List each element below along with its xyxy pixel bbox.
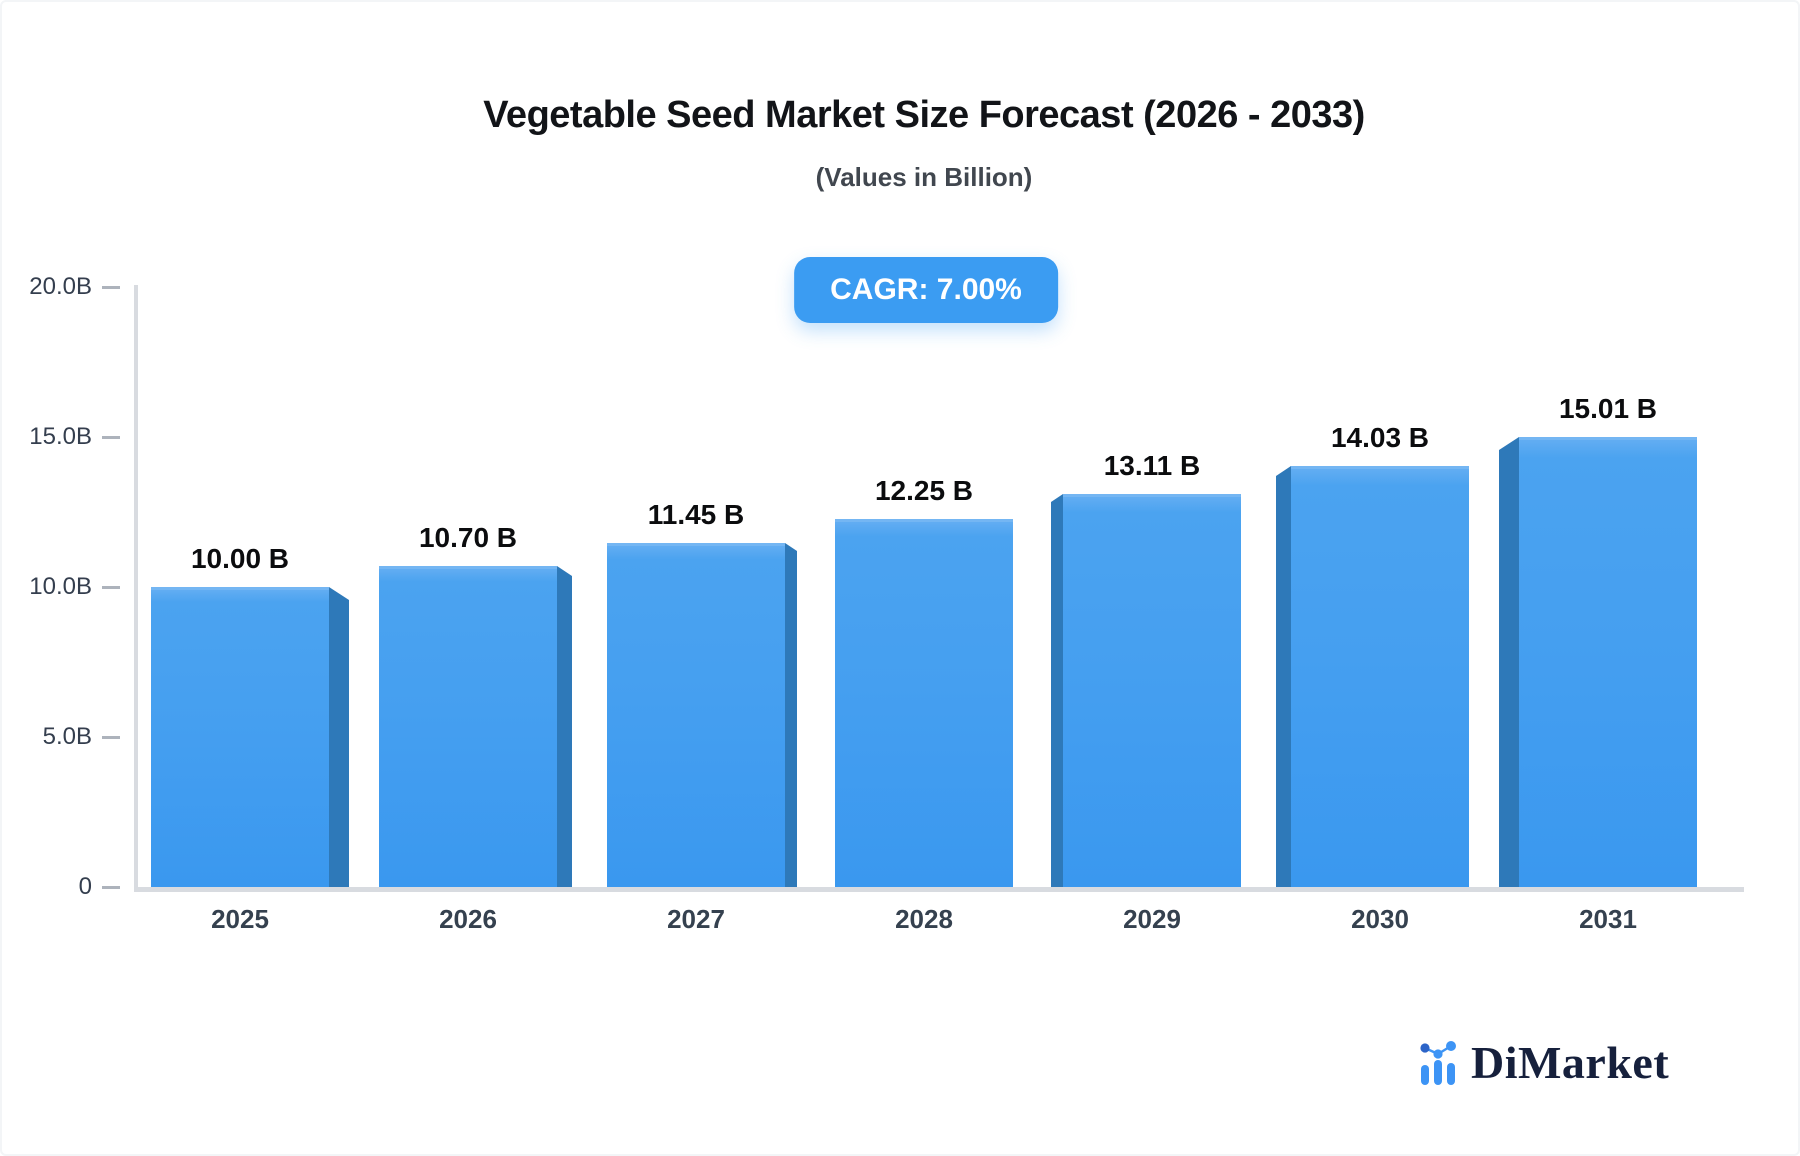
bar-2029	[1063, 494, 1241, 887]
bar-2028	[835, 519, 1013, 887]
x-axis-line	[134, 887, 1744, 892]
x-category-label: 2027	[667, 904, 725, 934]
y-tick-label: 15.0B	[29, 423, 92, 450]
bar-value-label: 10.00 B	[190, 543, 290, 574]
y-tick-dash	[102, 286, 120, 289]
bar-2025	[151, 587, 329, 887]
x-category-label: 2028	[895, 904, 953, 934]
bar-side-face-2029	[1051, 494, 1063, 887]
x-category-label: 2026	[439, 904, 497, 934]
x-category-label: 2029	[1123, 904, 1181, 934]
y-tick-label: 5.0B	[42, 723, 92, 750]
bar-2030	[1291, 466, 1469, 887]
cagr-badge: CAGR: 7.00%	[794, 257, 1058, 323]
bar-side-face-2030	[1276, 466, 1291, 887]
bar-value-label: 12.25 B	[874, 475, 974, 506]
y-tick-dash	[102, 436, 120, 439]
cagr-badge-label: CAGR: 7.00%	[830, 273, 1022, 306]
chart-title: Vegetable Seed Market Size Forecast (202…	[483, 94, 1365, 136]
x-category-label: 2031	[1579, 904, 1637, 934]
x-category-label: 2025	[211, 904, 269, 934]
y-tick-dash	[102, 586, 120, 589]
x-category-label: 2030	[1351, 904, 1409, 934]
bar-2026	[379, 566, 557, 887]
y-tick-label: 20.0B	[29, 273, 92, 300]
bar-value-label: 13.11 B	[1103, 450, 1201, 481]
bar-side-face-2026	[557, 566, 572, 887]
y-axis-line	[134, 285, 138, 889]
brand-logo: DiMarket	[1416, 1038, 1669, 1088]
bar-value-label: 14.03 B	[1330, 422, 1430, 453]
bar-2027	[607, 543, 785, 887]
bar-value-label: 11.45 B	[647, 499, 745, 530]
bar-value-label: 10.70 B	[418, 522, 518, 553]
y-tick-dash	[102, 736, 120, 739]
y-tick-label: 10.0B	[29, 573, 92, 600]
brand-logo-text: DiMarket	[1471, 1037, 1670, 1088]
bar-side-face-2027	[785, 543, 797, 887]
bar-side-face-2031	[1499, 437, 1519, 887]
bar-side-face-2025	[329, 587, 349, 887]
bar-value-label: 15.01 B	[1558, 393, 1658, 424]
y-tick-label: 0	[78, 873, 92, 900]
bar-chart-with-dots-icon	[1420, 1041, 1456, 1085]
y-tick-dash	[102, 886, 120, 889]
bar-2031	[1519, 437, 1697, 887]
chart-subtitle: (Values in Billion)	[815, 162, 1033, 192]
